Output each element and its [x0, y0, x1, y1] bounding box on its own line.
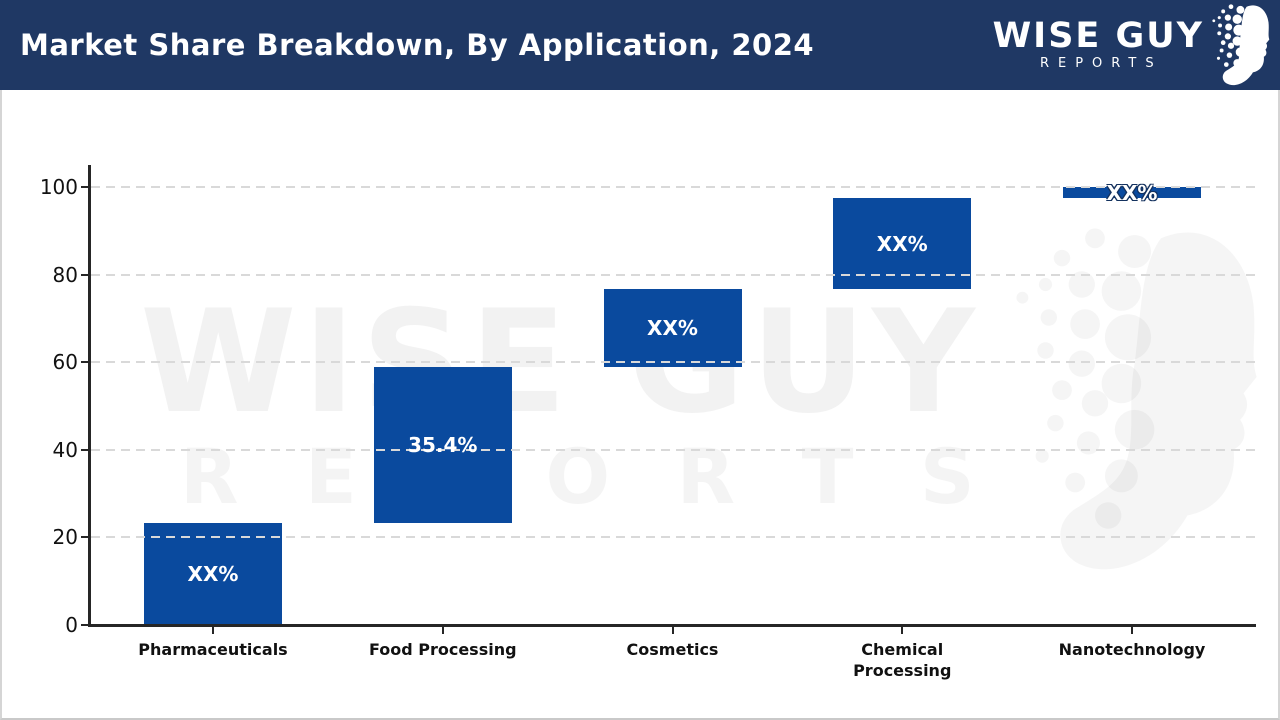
y-tick-mark	[81, 361, 90, 364]
bar-value-label: XX%	[1106, 180, 1158, 205]
y-tick-mark	[81, 624, 90, 626]
bar-cosmetics	[603, 288, 742, 368]
x-tick-label: Food Processing	[368, 640, 517, 659]
gridline-80	[91, 273, 1256, 276]
x-tick-label: Nanotechnology	[1058, 640, 1206, 659]
y-tick-label: 100	[39, 175, 78, 199]
x-tick-label: Cosmetics	[626, 640, 719, 659]
brand-logo: WISE GUY REPORTS	[993, 2, 1272, 88]
x-axis-line	[88, 624, 1256, 627]
bar-food-processing	[373, 367, 512, 523]
logo-wordmark: WISE GUY	[992, 16, 1204, 56]
dotted-head-icon	[1212, 4, 1270, 86]
gridline-60	[91, 361, 1256, 364]
watermark-head-icon	[1016, 228, 1257, 570]
bar-value-label: 35.4%	[408, 432, 478, 457]
logo-wordmark-block: WISE GUY REPORTS	[993, 18, 1204, 72]
gridline-40	[91, 448, 1256, 451]
bar-value-label: XX%	[187, 561, 239, 586]
y-tick-label: 40	[52, 437, 78, 462]
x-tick-mark	[901, 626, 904, 634]
y-tick-label: 20	[52, 525, 78, 550]
x-tick-mark	[1131, 626, 1133, 634]
gridline-100	[91, 186, 1256, 188]
y-tick-mark	[81, 536, 90, 539]
y-tick-label: 60	[52, 350, 78, 375]
logo-subtext: REPORTS	[1039, 56, 1163, 71]
bar-pharmaceuticals	[144, 522, 282, 625]
bar-nanotechnology	[1063, 187, 1201, 199]
x-tick-mark	[671, 626, 674, 634]
x-tick-label: Pharmaceuticals	[138, 640, 288, 659]
y-tick-label: 80	[52, 262, 78, 287]
page-title: Market Share Breakdown, By Application, …	[20, 28, 815, 62]
y-tick-mark	[81, 273, 90, 276]
bar-chemical-processing	[833, 198, 972, 289]
x-tick-label: Chemical Processing	[853, 640, 952, 680]
bar-value-label: XX%	[647, 316, 698, 341]
y-axis-line	[88, 165, 91, 627]
gridline-20	[91, 536, 1256, 539]
y-tick-mark	[81, 186, 90, 188]
watermark-subtext: R E P O R T S	[180, 432, 995, 521]
chart-card: WISE GUY R E P O R T S 020406080100XX%35…	[0, 90, 1280, 720]
y-tick-label: 0	[65, 613, 78, 637]
y-tick-mark	[81, 448, 90, 451]
x-tick-mark	[441, 626, 444, 634]
header-bar: Market Share Breakdown, By Application, …	[0, 0, 1280, 90]
bar-value-label: XX%	[876, 231, 928, 256]
x-tick-mark	[212, 626, 214, 634]
